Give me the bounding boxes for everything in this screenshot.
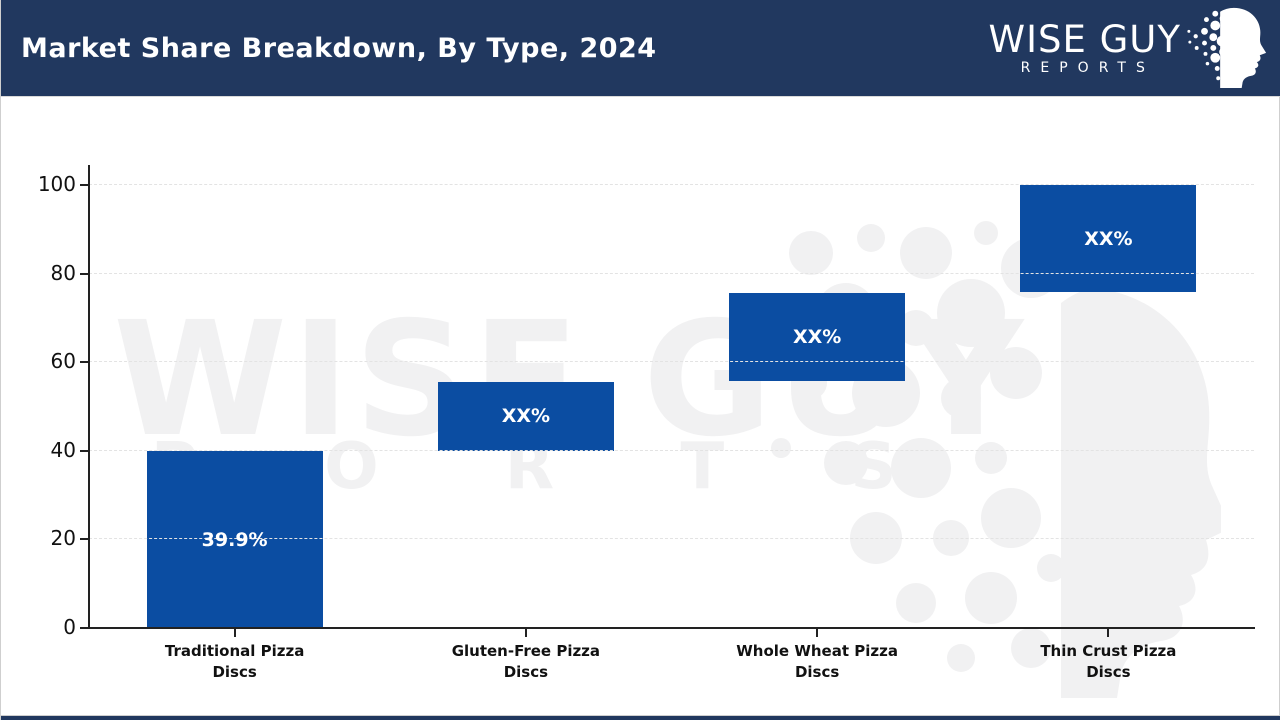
bar-value-label: XX%: [1084, 227, 1133, 250]
y-tick-label: 60: [50, 349, 76, 374]
header-bar: Market Share Breakdown, By Type, 2024 WI…: [1, 0, 1280, 97]
x-category-label: Thin Crust Pizza Discs: [1040, 642, 1177, 681]
gridline: [89, 449, 1254, 451]
bar-value-label: XX%: [792, 325, 842, 348]
gridline: [89, 361, 1254, 363]
y-tick-mark: [80, 184, 89, 186]
y-tick-label: 20: [50, 526, 76, 551]
wise-guy-face-icon: 1.8: [1183, 2, 1271, 94]
footer-bar: [1, 715, 1280, 720]
y-tick-label: 0: [63, 615, 76, 639]
x-tick-mark: [524, 629, 527, 637]
x-category-label: Gluten-Free Pizza Discs: [451, 642, 601, 681]
brand-name: WISE GUY: [988, 17, 1181, 61]
x-tick-mark: [1107, 629, 1110, 637]
brand-logo-text: WISE GUY REPORTS: [989, 21, 1181, 76]
gridline: [89, 272, 1254, 274]
x-category-label: Traditional Pizza Discs: [164, 642, 305, 681]
page-title: Market Share Breakdown, By Type, 2024: [21, 32, 657, 64]
y-tick-mark: [80, 538, 89, 541]
x-category-label: Whole Wheat Pizza Discs: [736, 642, 898, 681]
brand-subtitle: REPORTS: [1020, 59, 1155, 76]
bar-segment: [146, 451, 323, 628]
y-tick-label: 80: [50, 260, 76, 285]
bar-value-label: 39.9%: [201, 528, 268, 551]
y-tick-mark: [80, 449, 89, 452]
y-tick-mark: [80, 361, 89, 364]
y-tick-label: 40: [50, 437, 76, 462]
y-axis-spine: [88, 165, 90, 628]
bar-segment: [437, 382, 614, 451]
brand-logo: WISE GUY REPORTS 1.8: [989, 2, 1271, 94]
y-tick-mark: [80, 627, 89, 629]
gridline: [89, 184, 1254, 185]
y-tick-label: 100: [37, 172, 76, 196]
chart-area: WISE GUY P O R T S: [1, 98, 1280, 715]
x-tick-mark: [233, 629, 236, 637]
x-axis-spine: [88, 627, 1255, 629]
gridline: [89, 538, 1254, 540]
x-tick-mark: [816, 629, 819, 637]
bar-value-label: XX%: [501, 405, 551, 428]
y-tick-mark: [80, 272, 89, 275]
